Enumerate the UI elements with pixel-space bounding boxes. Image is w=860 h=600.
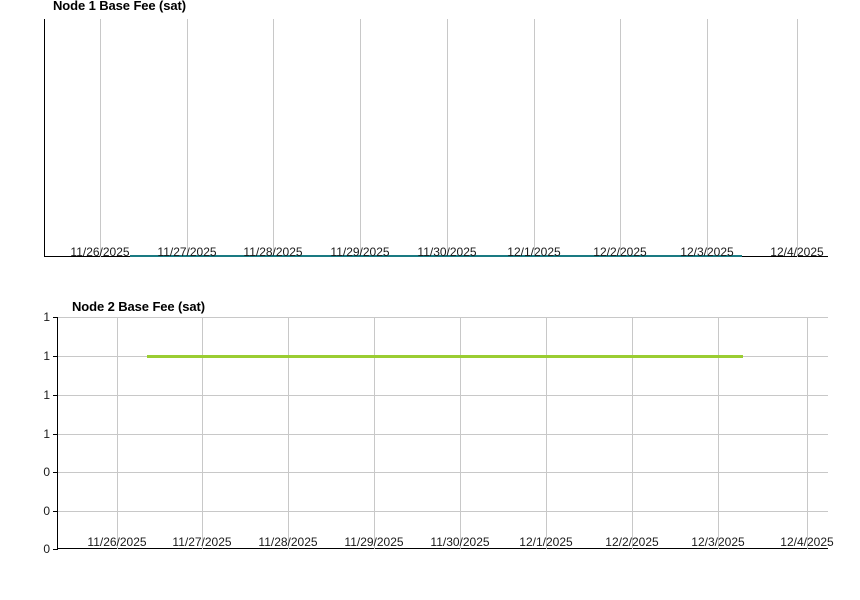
y-tick-label: 1 [43,388,50,402]
y-tick-mark [53,356,58,357]
x-tick-label: 12/3/2025 [680,245,734,259]
x-tick-label: 12/4/2025 [770,245,824,259]
gridline-vertical [374,317,375,549]
y-axis-line-node-2 [57,317,58,549]
gridline-vertical [202,317,203,549]
x-tick-label: 12/3/2025 [691,535,745,549]
x-tick-label: 11/29/2025 [330,245,390,259]
gridline-horizontal [57,434,828,435]
y-tick-label: 1 [43,310,50,324]
x-tick-label: 11/30/2025 [417,245,477,259]
x-tick-label: 11/26/2025 [87,535,147,549]
y-tick-mark [53,472,58,473]
gridline-vertical [707,19,708,257]
y-tick-label: 0 [43,504,50,518]
gridline-vertical [620,19,621,257]
gridline-vertical [807,317,808,549]
x-tick-label: 11/27/2025 [157,245,217,259]
gridline-horizontal [57,317,828,318]
plot-area-node-1 [44,19,828,257]
plot-area-node-2: 1 1 1 1 0 0 0 [43,310,828,556]
gridline-vertical [534,19,535,257]
x-tick-label: 11/29/2025 [344,535,404,549]
y-tick-mark [53,317,58,318]
gridline-vertical [273,19,274,257]
x-tick-label: 11/30/2025 [430,535,490,549]
gridline-vertical [797,19,798,257]
x-tick-label: 12/1/2025 [519,535,573,549]
gridline-vertical [100,19,101,257]
gridline-vertical [117,317,118,549]
x-tick-label: 12/2/2025 [605,535,659,549]
y-tick-mark [53,434,58,435]
gridline-vertical [632,317,633,549]
x-tick-label: 11/28/2025 [243,245,303,259]
y-tick-label: 1 [43,427,50,441]
series-line-node-2-base-fee [147,355,743,358]
gridline-horizontal [57,511,828,512]
x-tick-label: 12/1/2025 [507,245,561,259]
chart-panel-node-1: Node 1 Base Fee (sat) 11/26/2025 11/27/2… [0,0,860,295]
gridline-vertical [447,19,448,257]
x-axis-line-node-2 [57,548,828,549]
chart-panel-node-2: Node 2 Base Fee (sat) 1 1 1 1 0 0 0 [0,295,860,600]
gridline-horizontal [57,395,828,396]
chart-title-node-1: Node 1 Base Fee (sat) [53,0,187,13]
gridline-vertical [288,317,289,549]
chart-title-node-2: Node 2 Base Fee (sat) [72,299,206,314]
gridline-vertical [546,317,547,549]
x-tick-label: 12/2/2025 [593,245,647,259]
y-tick-mark [53,395,58,396]
y-tick-label: 0 [43,542,50,556]
x-tick-label: 11/28/2025 [258,535,318,549]
y-tick-mark [53,549,58,550]
y-tick-label: 1 [43,349,50,363]
gridline-vertical [360,19,361,257]
x-tick-label: 12/4/2025 [780,535,834,549]
y-axis-line-node-1 [44,19,45,257]
gridline-vertical [718,317,719,549]
gridline-vertical [187,19,188,257]
series-line-node-1-base-fee [130,255,742,257]
gridline-horizontal [57,472,828,473]
gridline-vertical [460,317,461,549]
x-tick-label: 11/27/2025 [172,535,232,549]
x-tick-label: 11/26/2025 [70,245,130,259]
y-tick-mark [53,511,58,512]
y-tick-label: 0 [43,465,50,479]
